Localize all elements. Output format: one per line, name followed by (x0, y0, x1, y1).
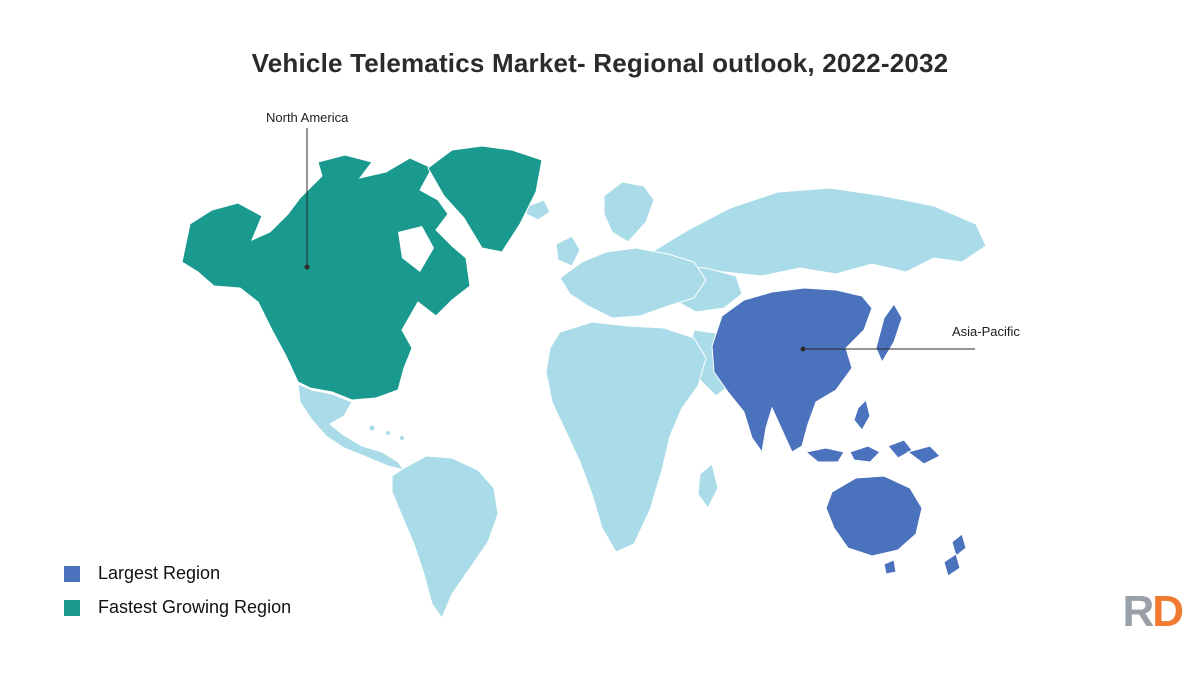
region-madagascar (697, 463, 719, 509)
region-north-america (181, 154, 471, 401)
legend-swatch-fastest (64, 599, 80, 616)
region-japan (875, 303, 903, 364)
annotation-asia-pacific: Asia-Pacific (952, 324, 1020, 339)
region-scandinavia (603, 181, 655, 243)
brand-logo-letter-r: R (1122, 587, 1154, 636)
legend-label-largest: Largest Region (98, 563, 221, 583)
region-russia-north-asia (651, 187, 987, 277)
legend-swatch-largest (64, 565, 80, 582)
region-new-guinea (906, 445, 941, 465)
region-caribbean-island (399, 435, 405, 441)
hudson-bay (398, 226, 434, 272)
brand-logo: RD (1122, 587, 1184, 636)
region-asia-pacific-mainland (711, 287, 873, 454)
region-sulawesi (887, 439, 913, 459)
region-australia (825, 475, 923, 557)
region-uk (555, 235, 581, 267)
legend-item-largest: Largest Region (64, 563, 291, 584)
brand-logo-letter-d: D (1152, 587, 1184, 636)
region-south-america (391, 455, 499, 620)
region-new-zealand-north (951, 533, 967, 557)
region-caribbean-island (385, 430, 391, 436)
region-indonesia-west (804, 447, 845, 463)
region-tasmania (883, 559, 897, 575)
leader-dot-asia-pacific (800, 346, 806, 352)
region-greenland (427, 145, 543, 253)
leader-dot-north-america (304, 264, 310, 270)
region-europe (559, 247, 707, 319)
region-caribbean-island (368, 424, 376, 432)
legend: Largest Region Fastest Growing Region (64, 563, 291, 631)
page-title: Vehicle Telematics Market- Regional outl… (251, 48, 949, 78)
region-iceland (525, 199, 551, 221)
region-new-zealand-south (943, 553, 961, 577)
region-africa (545, 321, 707, 553)
annotation-north-america: North America (266, 110, 349, 125)
legend-item-fastest: Fastest Growing Region (64, 597, 291, 618)
region-indonesia-east (849, 445, 881, 463)
region-mexico-central-america (297, 383, 406, 471)
legend-label-fastest: Fastest Growing Region (98, 597, 292, 617)
region-philippines (853, 399, 871, 431)
